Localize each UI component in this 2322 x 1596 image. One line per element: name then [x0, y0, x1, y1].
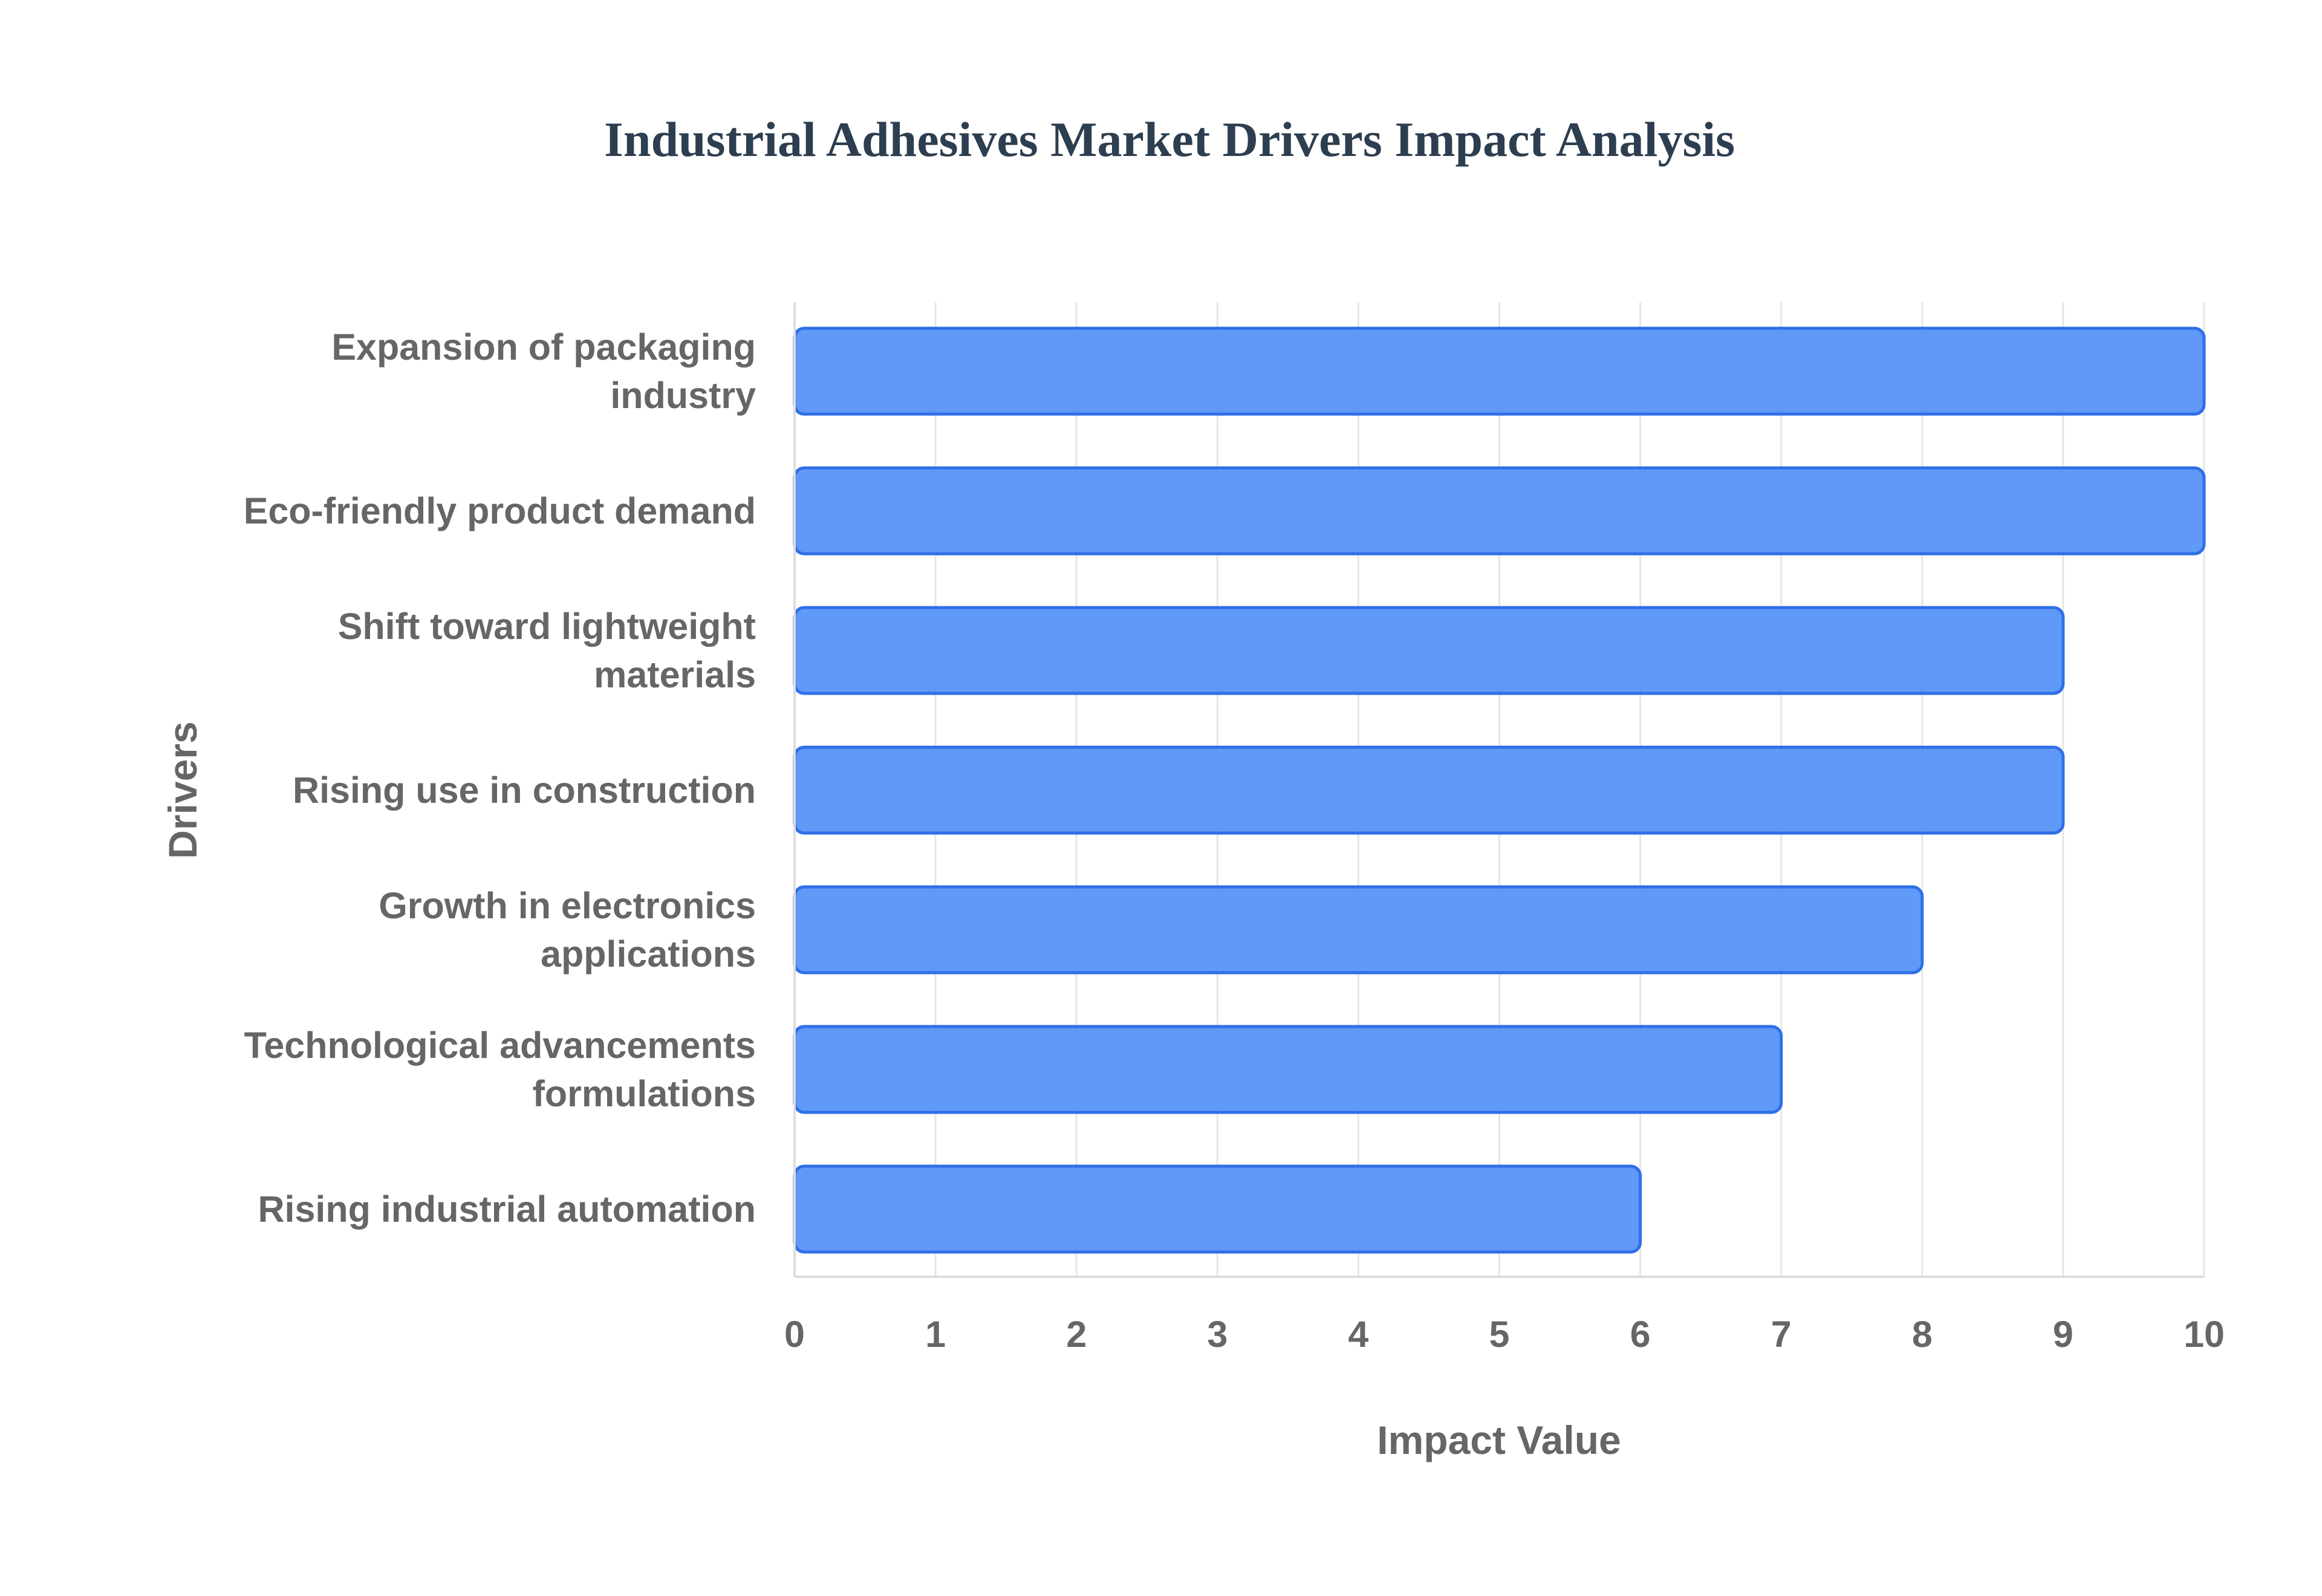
category-label-line: applications — [541, 933, 756, 975]
category-label-line: Rising industrial automation — [258, 1189, 756, 1230]
x-tick-label-1: 1 — [925, 1314, 946, 1355]
x-tick-label-0: 0 — [784, 1314, 805, 1355]
category-label-line: materials — [594, 654, 756, 695]
bar-3 — [793, 606, 2065, 695]
chart-title: Industrial Adhesives Market Drivers Impa… — [604, 112, 1735, 167]
x-tick-label-3: 3 — [1207, 1314, 1228, 1355]
x-tick-label-9: 9 — [2053, 1314, 2073, 1355]
category-label-line: industry — [610, 375, 756, 416]
x-tick-label-2: 2 — [1066, 1314, 1087, 1355]
x-tick-labels: 0 1 2 3 4 5 6 7 8 9 10 — [784, 1314, 2225, 1355]
x-tick-label-10: 10 — [2184, 1314, 2225, 1355]
x-tick-label-7: 7 — [1771, 1314, 1792, 1355]
bar-4 — [793, 745, 2065, 835]
x-axis-title: Impact Value — [1377, 1418, 1621, 1462]
category-label-1: Expansion of packaging industry — [331, 326, 756, 416]
category-label-line: Shift toward lightweight — [338, 606, 756, 647]
category-label-5: Growth in electronics applications — [379, 885, 756, 975]
x-tick-label-8: 8 — [1912, 1314, 1933, 1355]
category-label-line: Eco-friendly product demand — [244, 490, 756, 531]
bar-5 — [793, 885, 1924, 975]
y-axis-title: Drivers — [160, 721, 205, 859]
x-tick-label-5: 5 — [1489, 1314, 1510, 1355]
category-label-3: Shift toward lightweight materials — [338, 606, 756, 695]
category-label-line: Expansion of packaging — [331, 326, 756, 368]
bar-7 — [793, 1164, 1642, 1254]
category-label-2: Eco-friendly product demand — [244, 490, 756, 531]
x-tick-label-4: 4 — [1348, 1314, 1368, 1355]
bars — [793, 326, 2206, 1254]
bar-6 — [793, 1025, 1783, 1114]
bar-2 — [793, 466, 2206, 556]
bar-1 — [793, 326, 2206, 416]
category-label-6: Technological advancements formulations — [244, 1025, 756, 1114]
category-label-line: Rising use in construction — [293, 770, 756, 811]
category-label-4: Rising use in construction — [293, 770, 756, 811]
axes — [793, 302, 2204, 1278]
category-label-line: Technological advancements — [244, 1025, 756, 1066]
category-label-7: Rising industrial automation — [258, 1189, 756, 1230]
category-label-line: Growth in electronics — [379, 885, 756, 926]
x-tick-label-6: 6 — [1630, 1314, 1651, 1355]
category-labels: Expansion of packaging industry Eco-friend… — [244, 326, 756, 1230]
category-label-line: formulations — [533, 1073, 756, 1114]
